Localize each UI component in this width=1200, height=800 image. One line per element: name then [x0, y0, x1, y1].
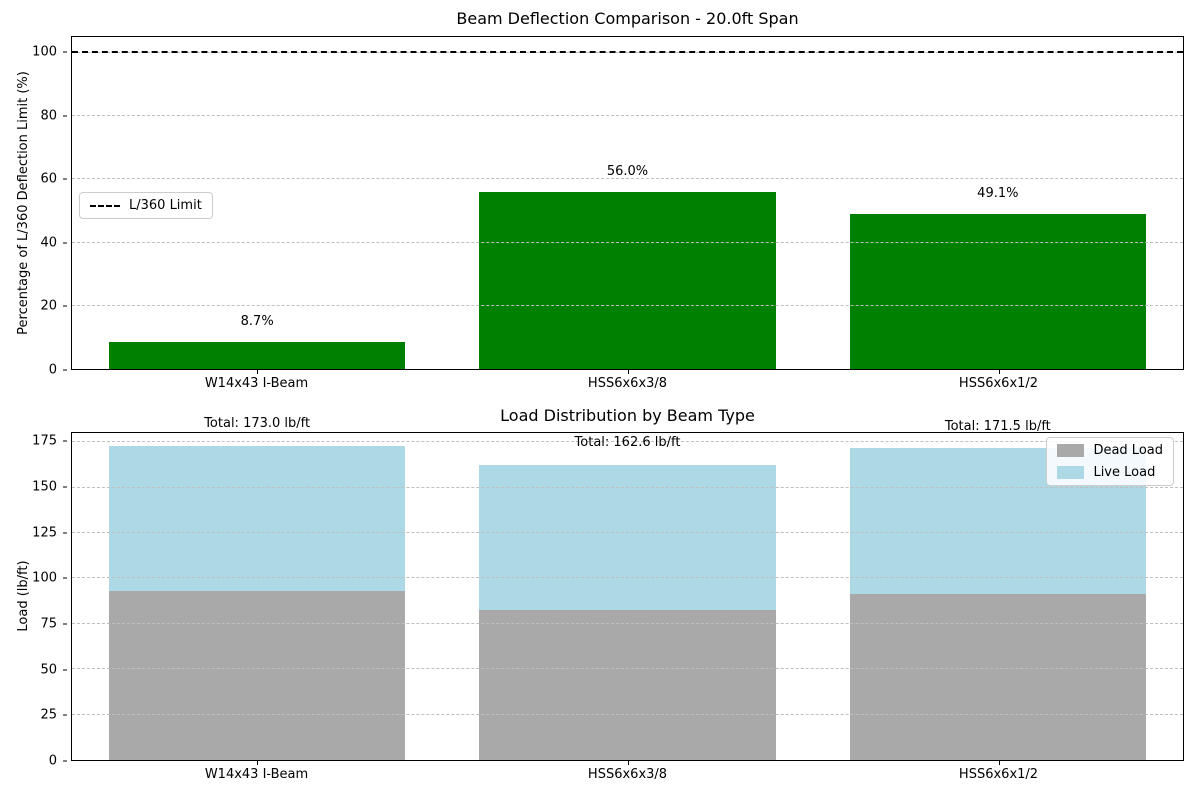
y-gridline — [72, 115, 1183, 117]
dashed-line-legend-sample — [90, 204, 120, 207]
legend-row: Dead Load — [1057, 443, 1163, 458]
dead-load-bar — [109, 591, 406, 760]
chart2-title: Load Distribution by Beam Type — [500, 406, 755, 425]
y-tick-label: 125 — [32, 525, 57, 541]
y-tick-label: 0 — [48, 753, 57, 769]
chart2-legend: Dead Load Live Load — [1046, 437, 1174, 486]
x-tick-label: HSS6x6x1/2 — [958, 376, 1039, 391]
legend-label: L/360 Limit — [129, 198, 202, 213]
deflection-limit-line — [72, 50, 1183, 53]
y-tick-mark — [63, 369, 67, 371]
y-tick-label: 40 — [40, 235, 57, 251]
legend-color-patch — [1057, 466, 1085, 479]
chart2-plot-area: Total: 173.0 lb/ft Total: 162.6 lb/ft Tota… — [71, 416, 1184, 761]
chart1-legend: L/360 Limit — [79, 192, 213, 219]
bar-value-label: 49.1% — [977, 186, 1019, 202]
y-gridline — [72, 304, 1183, 306]
y-gridline — [72, 622, 1183, 624]
x-tick-mark — [627, 370, 629, 374]
x-tick-mark — [627, 761, 629, 765]
y-tick-label: 50 — [40, 662, 57, 678]
y-tick-label: 20 — [40, 298, 57, 314]
chart2-x-axis-ticks: W14x43 I-Beam HSS6x6x3/8 HSS6x6x1/2 — [71, 761, 1184, 785]
y-tick-mark — [63, 440, 67, 442]
y-tick-label: 80 — [40, 108, 57, 124]
chart1-x-axis-ticks: W14x43 I-Beam HSS6x6x3/8 HSS6x6x1/2 — [71, 370, 1184, 394]
y-tick-mark — [63, 486, 67, 488]
dead-load-bar — [479, 609, 776, 760]
y-tick-mark — [63, 623, 67, 625]
y-tick-mark — [63, 760, 67, 762]
chart2-y-axis-ticks: 0 25 50 75 100 125 150 175 — [0, 432, 67, 768]
y-tick-label: 75 — [40, 616, 57, 632]
legend-color-patch — [1057, 444, 1085, 457]
deflection-bar — [109, 341, 406, 369]
x-tick-mark — [998, 370, 1000, 374]
y-tick-label: 25 — [40, 707, 57, 723]
x-tick-label: HSS6x6x3/8 — [587, 376, 668, 391]
dead-load-bar — [849, 593, 1146, 760]
y-tick-label: 150 — [32, 479, 57, 495]
y-tick-mark — [63, 178, 67, 180]
live-load-bar — [479, 464, 776, 610]
legend-label: Dead Load — [1093, 443, 1163, 458]
y-tick-mark — [63, 51, 67, 53]
x-tick-mark — [256, 370, 258, 374]
y-tick-mark — [63, 577, 67, 579]
x-tick-label: W14x43 I-Beam — [204, 767, 309, 782]
bar-value-label: 56.0% — [606, 164, 649, 180]
deflection-bar — [479, 191, 776, 369]
y-tick-mark — [63, 532, 67, 534]
y-tick-mark — [63, 669, 67, 671]
live-load-bar — [109, 445, 406, 592]
chart1-y-axis-ticks: 0 20 40 60 80 100 — [0, 36, 67, 377]
y-gridline — [72, 441, 1183, 443]
y-gridline — [72, 531, 1183, 533]
y-gridline — [72, 577, 1183, 579]
chart1-plot-area: 8.7% 56.0% 49.1% L/360 Limit — [71, 36, 1184, 370]
y-tick-label: 100 — [32, 570, 57, 586]
x-tick-mark — [256, 761, 258, 765]
y-tick-label: 0 — [48, 362, 57, 378]
y-tick-mark — [63, 305, 67, 307]
legend-row: Live Load — [1057, 465, 1163, 480]
y-gridline — [72, 668, 1183, 670]
total-load-label: Total: 171.5 lb/ft — [944, 418, 1051, 434]
y-gridline — [72, 178, 1183, 180]
x-tick-label: W14x43 I-Beam — [204, 376, 309, 391]
y-tick-label: 60 — [40, 171, 57, 187]
y-tick-label: 175 — [32, 433, 57, 449]
x-tick-mark — [998, 761, 1000, 765]
x-tick-label: HSS6x6x1/2 — [958, 767, 1039, 782]
total-load-label: Total: 162.6 lb/ft — [574, 435, 681, 451]
y-tick-mark — [63, 115, 67, 117]
y-gridline — [72, 241, 1183, 243]
y-tick-label: 100 — [32, 44, 57, 60]
total-load-label: Total: 173.0 lb/ft — [204, 416, 311, 432]
y-tick-mark — [63, 242, 67, 244]
x-tick-label: HSS6x6x3/8 — [587, 767, 668, 782]
deflection-bar — [849, 213, 1146, 369]
y-tick-mark — [63, 714, 67, 716]
bar-value-label: 8.7% — [240, 313, 274, 329]
chart1-title: Beam Deflection Comparison - 20.0ft Span — [456, 9, 799, 28]
legend-label: Live Load — [1093, 465, 1156, 480]
y-gridline — [72, 713, 1183, 715]
y-gridline — [72, 486, 1183, 488]
